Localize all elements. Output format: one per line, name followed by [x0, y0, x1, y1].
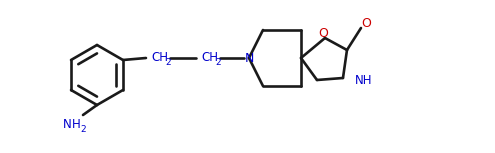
Text: N: N [245, 52, 253, 65]
Text: CH: CH [201, 50, 218, 63]
Text: NH: NH [355, 73, 372, 86]
Text: 2: 2 [80, 125, 86, 134]
Text: O: O [361, 17, 371, 30]
Text: CH: CH [151, 50, 168, 63]
Text: O: O [318, 26, 328, 39]
Text: N: N [63, 119, 71, 131]
Text: 2: 2 [165, 58, 171, 67]
Text: 2: 2 [215, 58, 221, 67]
Text: H: H [72, 119, 80, 131]
